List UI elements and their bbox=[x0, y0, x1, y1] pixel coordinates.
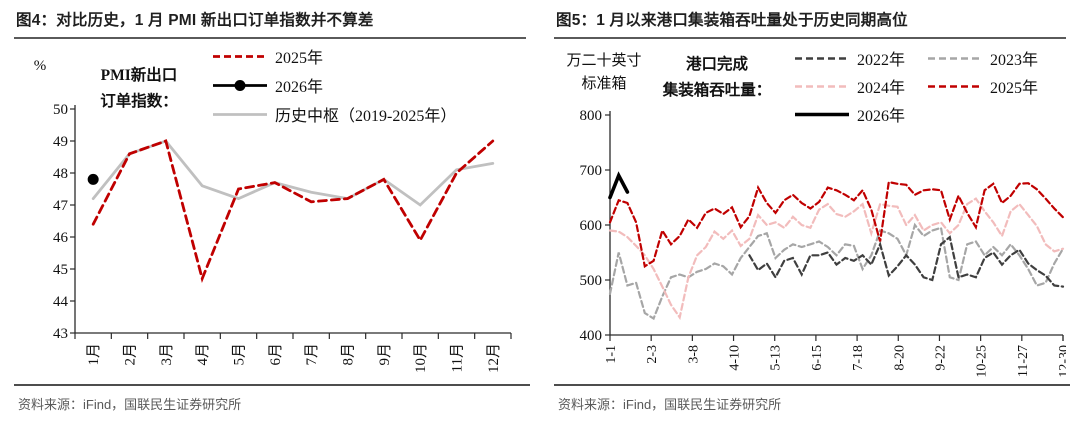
x-tick-label: 6月 bbox=[268, 343, 284, 366]
y-tick-label: 700 bbox=[580, 163, 603, 179]
legend-label: 2023年 bbox=[990, 52, 1039, 69]
x-tick-label: 11-27 bbox=[1016, 345, 1031, 377]
figure-4-series-caption: PMI新出口 订单指数： bbox=[100, 67, 178, 110]
x-tick-label: 8月 bbox=[341, 343, 357, 366]
legend-label: 2025年 bbox=[990, 80, 1039, 97]
legend-item-历史中枢（2019-2025年）: 历史中枢（2019-2025年） bbox=[212, 102, 456, 126]
y-tick-label: 800 bbox=[580, 108, 603, 124]
legend-line-swatch bbox=[928, 84, 983, 88]
x-tick-label: 2-3 bbox=[645, 345, 660, 364]
y-tick-label: 45 bbox=[53, 262, 68, 278]
figure-4-source-note: 资料来源：iFind，国联民生证券研究所 bbox=[14, 384, 530, 413]
legend-item-2023年: 2023年 bbox=[927, 46, 1038, 70]
legend-item-2022年: 2022年 bbox=[794, 46, 905, 70]
legend-line-swatch bbox=[928, 56, 983, 60]
series-line-2024年 bbox=[608, 197, 1065, 321]
x-tick-label: 7-18 bbox=[851, 345, 866, 371]
legend-item-2025年: 2025年 bbox=[212, 44, 456, 68]
figure-4-title: 图4：对比历史，1 月 PMI 新出口订单指数并不算差 bbox=[14, 8, 526, 39]
series-line-2025年 bbox=[608, 180, 1065, 269]
y-tick-label: 47 bbox=[53, 198, 69, 214]
figure-4-y-axis-unit: % bbox=[33, 58, 47, 74]
legend-label: 2024年 bbox=[857, 80, 906, 97]
x-tick-label: 12-30 bbox=[1057, 345, 1066, 378]
figure-5: 图5：1 月以来港口集装箱吞吐量处于历史同期高位 bbox=[554, 8, 1066, 39]
figure-4-source-text: 资料来源：iFind，国联民生证券研究所 bbox=[18, 397, 242, 412]
y-tick-label: 400 bbox=[580, 328, 603, 344]
legend-item-2025年: 2025年 bbox=[927, 74, 1038, 98]
x-tick-label: 3-8 bbox=[686, 345, 701, 364]
legend-label: 2022年 bbox=[857, 52, 906, 69]
figure-5-y-axis-unit: 万二十英寸 标准箱 bbox=[566, 53, 642, 92]
y-tick-label: 600 bbox=[580, 218, 603, 234]
legend-line-swatch bbox=[213, 54, 267, 58]
x-tick-label: 10月 bbox=[413, 343, 429, 373]
x-tick-label: 4-10 bbox=[728, 345, 743, 371]
legend-item-2024年: 2024年 bbox=[794, 74, 905, 98]
x-tick-label: 8-20 bbox=[892, 345, 907, 371]
legend-item-2026年: 2026年 bbox=[212, 73, 456, 97]
x-tick-label: 2月 bbox=[123, 343, 139, 366]
figure-4: 图4：对比历史，1 月 PMI 新出口订单指数并不算差 bbox=[14, 8, 526, 39]
legend-line-swatch bbox=[795, 56, 849, 60]
series-line-2022年 bbox=[748, 235, 1065, 288]
y-tick-label: 49 bbox=[53, 134, 68, 150]
legend-marker-dot bbox=[234, 79, 246, 91]
y-tick-label: 500 bbox=[580, 273, 603, 289]
legend-label: 2026年 bbox=[275, 79, 324, 96]
figure-4-legend: 2025年 2026年历史中枢（2019-2025年） bbox=[212, 44, 456, 126]
figure-5-title: 图5：1 月以来港口集装箱吞吐量处于历史同期高位 bbox=[554, 8, 1066, 39]
x-tick-label: 5月 bbox=[232, 343, 248, 366]
y-tick-label: 46 bbox=[53, 230, 69, 246]
y-tick-label: 50 bbox=[53, 102, 68, 118]
figure-5-series-caption: 港口完成 集装箱吞吐量： bbox=[662, 56, 772, 99]
series-marker-2026年 bbox=[87, 173, 99, 185]
series-line-2026年 bbox=[608, 171, 630, 200]
x-tick-label: 11月 bbox=[450, 343, 466, 372]
x-tick-label: 7月 bbox=[304, 343, 320, 366]
y-tick-label: 44 bbox=[53, 294, 69, 310]
x-tick-label: 5-13 bbox=[769, 345, 784, 371]
legend-line-swatch bbox=[213, 112, 267, 116]
figure-5-legend: 2022年 2023年 2024年 2025年 2026年 bbox=[794, 46, 1038, 126]
x-tick-label: 10-25 bbox=[975, 345, 990, 378]
series-line-2023年 bbox=[608, 222, 1065, 321]
x-tick-label: 1月 bbox=[86, 343, 102, 366]
legend-line-swatch bbox=[213, 79, 267, 91]
series-line-历史中枢（2019-2025年） bbox=[91, 139, 495, 207]
legend-label: 历史中枢（2019-2025年） bbox=[275, 108, 457, 125]
legend-line-swatch bbox=[795, 84, 849, 88]
x-tick-label: 9月 bbox=[377, 343, 393, 366]
y-tick-label: 43 bbox=[53, 326, 68, 342]
x-tick-label: 6-15 bbox=[810, 345, 825, 371]
x-tick-label: 1-1 bbox=[604, 345, 619, 364]
figure-5-source-note: 资料来源：iFind，国联民生证券研究所 bbox=[554, 384, 1070, 413]
series-line-2025年 bbox=[91, 139, 495, 284]
x-tick-label: 4月 bbox=[195, 343, 211, 366]
legend-label: 2026年 bbox=[857, 108, 906, 125]
y-tick-label: 48 bbox=[53, 166, 68, 182]
x-tick-label: 3月 bbox=[159, 343, 175, 366]
x-tick-label: 12月 bbox=[486, 343, 502, 373]
legend-line-swatch bbox=[795, 112, 849, 116]
figure-5-source-text: 资料来源：iFind，国联民生证券研究所 bbox=[558, 397, 782, 412]
figure-4-pmi-line-chart: 50 49 48 47 46 45 44 43 1月 2月 3月 4月 5月 6月 7月 8月 9月 10月 11月… bbox=[53, 102, 512, 373]
legend-label: 2025年 bbox=[275, 50, 324, 67]
legend-item-2026年: 2026年 bbox=[794, 102, 905, 126]
x-tick-label: 9-22 bbox=[933, 345, 948, 371]
